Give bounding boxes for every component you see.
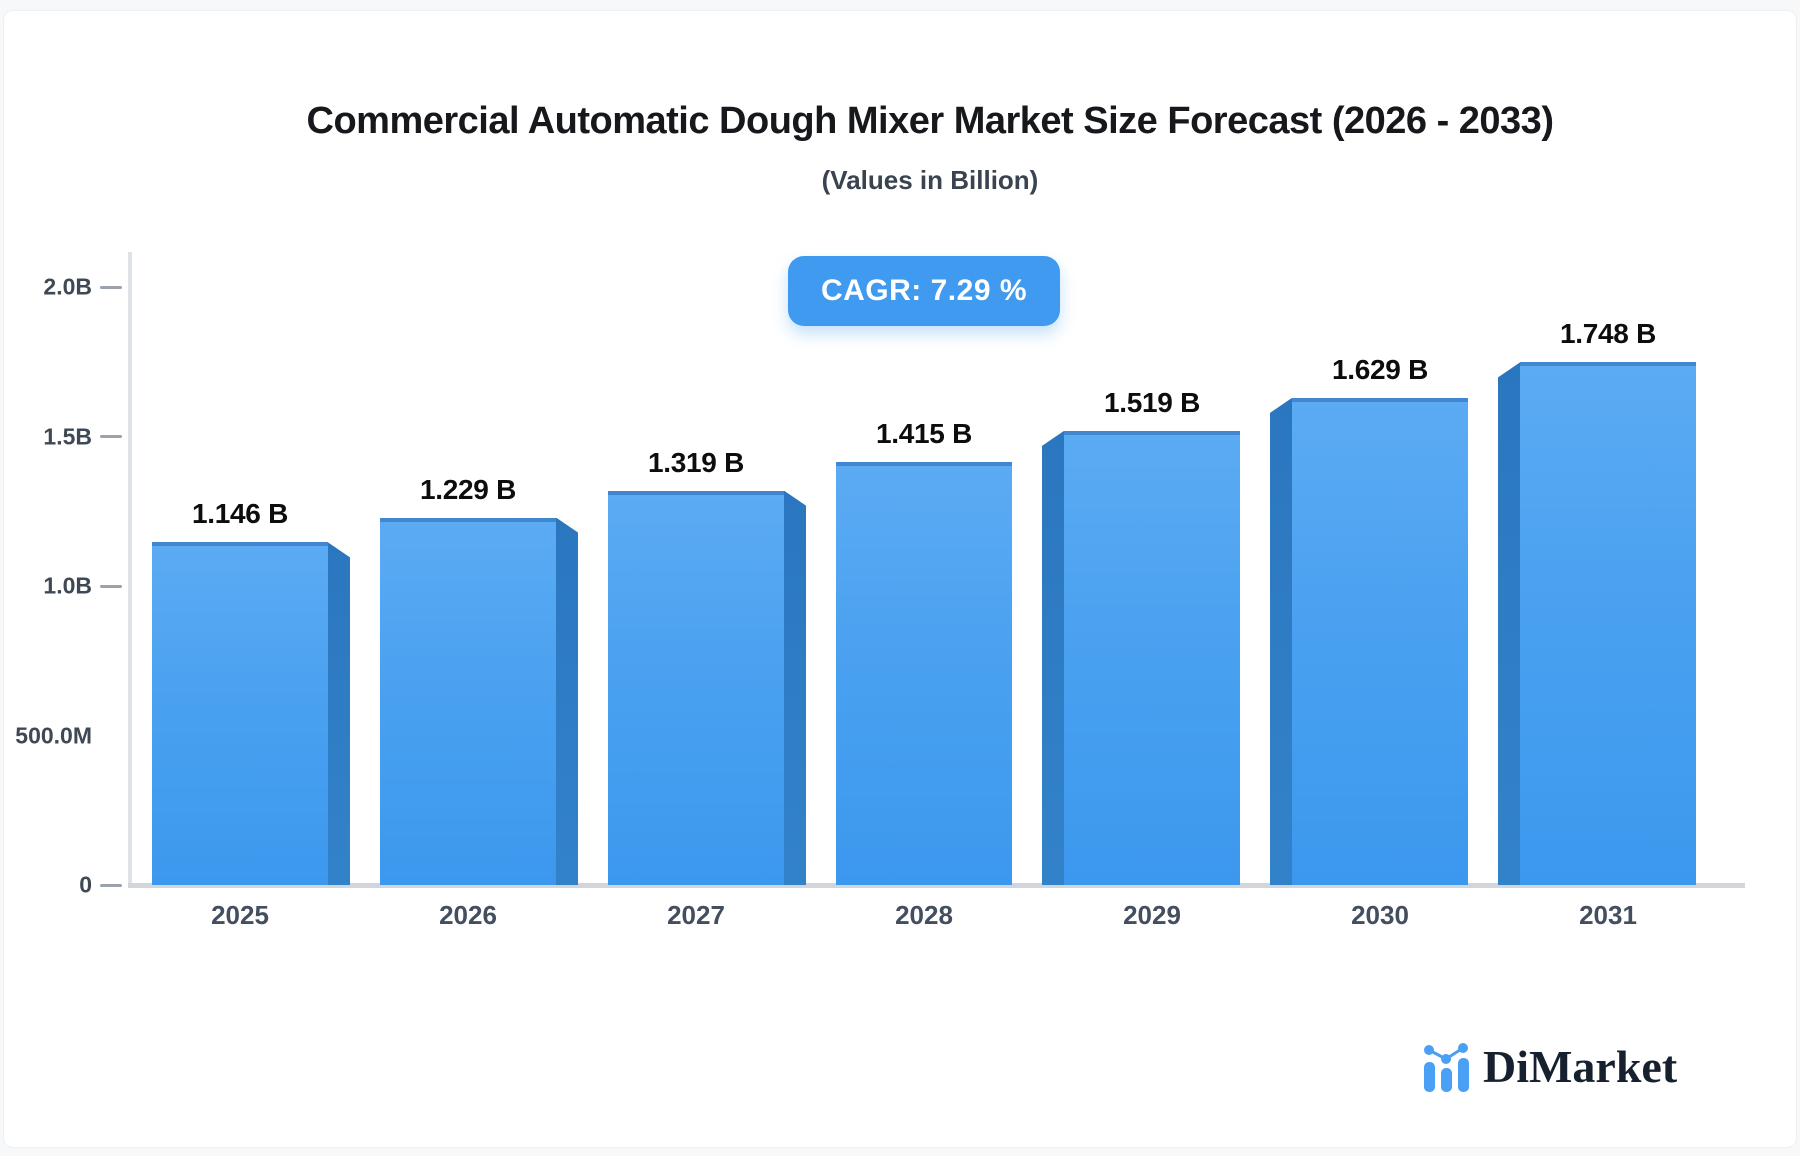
bar-value-label: 1.229 B — [420, 473, 516, 505]
bar-2026 — [380, 517, 556, 885]
y-tick-label: 1.5B — [43, 423, 92, 449]
bar-side-2029 — [1042, 430, 1064, 885]
x-axis-label-2029: 2029 — [1123, 900, 1181, 930]
bar-side-2031 — [1498, 362, 1520, 885]
y-tick-dash — [100, 435, 122, 438]
x-axis-label-2027: 2027 — [667, 900, 725, 930]
chart-header: Commercial Automatic Dough Mixer Market … — [60, 100, 1800, 196]
y-tick-dash — [100, 285, 122, 289]
y-tick-dash — [100, 584, 122, 588]
bar-value-label: 1.319 B — [648, 446, 744, 478]
bar-side-2025 — [328, 542, 350, 885]
cagr-badge: CAGR: 7.29 % — [788, 256, 1060, 326]
bar-value-label: 1.748 B — [1560, 318, 1656, 350]
x-axis-label-2030: 2030 — [1351, 900, 1409, 930]
bar-value-label: 1.629 B — [1332, 353, 1428, 385]
x-axis-label-2031: 2031 — [1579, 900, 1637, 930]
bar-2025 — [152, 542, 328, 885]
bar-side-2026 — [556, 517, 578, 885]
bar-value-label: 1.415 B — [876, 417, 972, 449]
bar-value-label: 1.519 B — [1104, 386, 1200, 418]
bar-2029 — [1064, 430, 1240, 885]
y-tick-dash — [100, 883, 122, 887]
x-axis-label-2026: 2026 — [439, 900, 497, 930]
bar-2030 — [1292, 397, 1468, 885]
logo-text: DiMarket — [1483, 1041, 1678, 1092]
x-axis-label-2028: 2028 — [895, 900, 953, 930]
chart-subtitle: (Values in Billion) — [821, 165, 1039, 195]
bar-value-label: 1.146 B — [192, 498, 288, 530]
x-axis-label-2025: 2025 — [211, 900, 269, 930]
bar-side-2030 — [1270, 397, 1292, 885]
y-tick-label: 0 — [79, 871, 92, 898]
bar-2028 — [836, 461, 1012, 885]
dimarket-logo: DiMarket — [1423, 1040, 1677, 1093]
y-tick-label: 500.0M — [15, 722, 92, 748]
bar-2027 — [608, 490, 784, 885]
x-axis-line — [128, 883, 1745, 888]
y-tick-label: 1.0B — [43, 572, 92, 599]
cagr-badge-label: CAGR: 7.29 % — [820, 274, 1028, 307]
y-tick-label: 2.0B — [43, 273, 92, 300]
bar-side-2027 — [784, 490, 806, 885]
bar-chart-logo-icon — [1424, 1042, 1469, 1092]
bar-2031 — [1520, 362, 1696, 885]
chart-title: Commercial Automatic Dough Mixer Market … — [306, 100, 1554, 142]
y-axis-line — [128, 252, 132, 886]
